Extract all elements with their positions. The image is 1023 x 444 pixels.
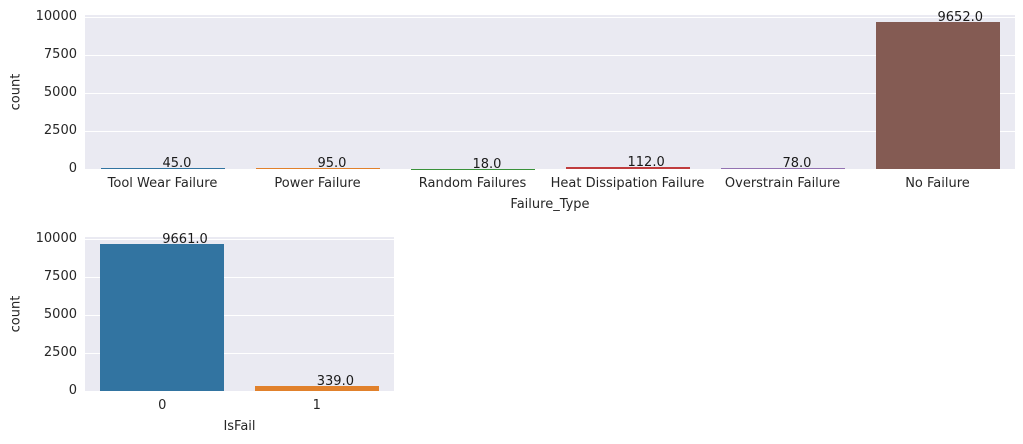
bar-value-label: 78.0 — [782, 155, 812, 171]
failure-type-plot-area: 45.0 95.0 18.0 112.0 78.0 9652.0 — [85, 10, 1015, 172]
failure-type-x-axis-label: Failure_Type — [510, 197, 590, 212]
x-tick-label: 0 — [158, 398, 167, 413]
gridline — [85, 16, 1015, 18]
bar-value-label: 112.0 — [627, 155, 665, 171]
x-tick-label: Power Failure — [274, 176, 361, 191]
gridline — [85, 54, 1015, 56]
gridline — [85, 238, 394, 240]
bar-heat-dissipation-failure — [565, 167, 690, 169]
x-tick-label: Random Failures — [418, 176, 527, 191]
bar-1 — [254, 385, 379, 391]
y-tick-label: 0 — [68, 161, 77, 176]
bar-value-label: 9652.0 — [937, 10, 984, 26]
gridline — [85, 168, 1015, 170]
isfail-plot-area: 9661.0 339.0 — [85, 232, 394, 392]
bar-value-label: 339.0 — [316, 373, 354, 389]
bar-power-failure — [255, 167, 380, 169]
x-tick-label: 1 — [312, 398, 321, 413]
bar-no-failure — [875, 22, 1000, 169]
bar-value-label: 18.0 — [472, 156, 502, 172]
gridline — [85, 276, 394, 278]
y-tick-label: 2500 — [43, 123, 77, 138]
bar-0 — [100, 244, 225, 391]
y-tick-label: 5000 — [43, 85, 77, 101]
x-tick-label: Heat Dissipation Failure — [550, 176, 705, 191]
gridline — [85, 390, 394, 392]
y-tick-label: 5000 — [43, 307, 77, 323]
x-tick-label: Overstrain Failure — [724, 176, 841, 191]
gridline — [85, 314, 394, 316]
bar-value-label: 45.0 — [162, 156, 192, 172]
gridline — [85, 130, 1015, 132]
y-tick-label: 10000 — [35, 231, 77, 247]
bar-value-label: 95.0 — [317, 155, 347, 171]
bar-overstrain-failure — [720, 167, 845, 169]
isfail-x-axis-label: IsFail — [223, 419, 256, 434]
gridline — [85, 92, 1015, 94]
y-tick-label: 7500 — [43, 269, 77, 285]
y-tick-label: 7500 — [43, 47, 77, 63]
bar-value-label: 9661.0 — [162, 232, 208, 248]
x-tick-label: Tool Wear Failure — [107, 176, 218, 191]
y-tick-label: 10000 — [35, 9, 77, 25]
y-tick-label: 0 — [68, 383, 77, 398]
gridline — [85, 352, 394, 354]
x-tick-label: No Failure — [905, 176, 970, 191]
y-tick-label: 2500 — [43, 345, 77, 361]
bar-tool-wear-failure — [100, 168, 225, 169]
